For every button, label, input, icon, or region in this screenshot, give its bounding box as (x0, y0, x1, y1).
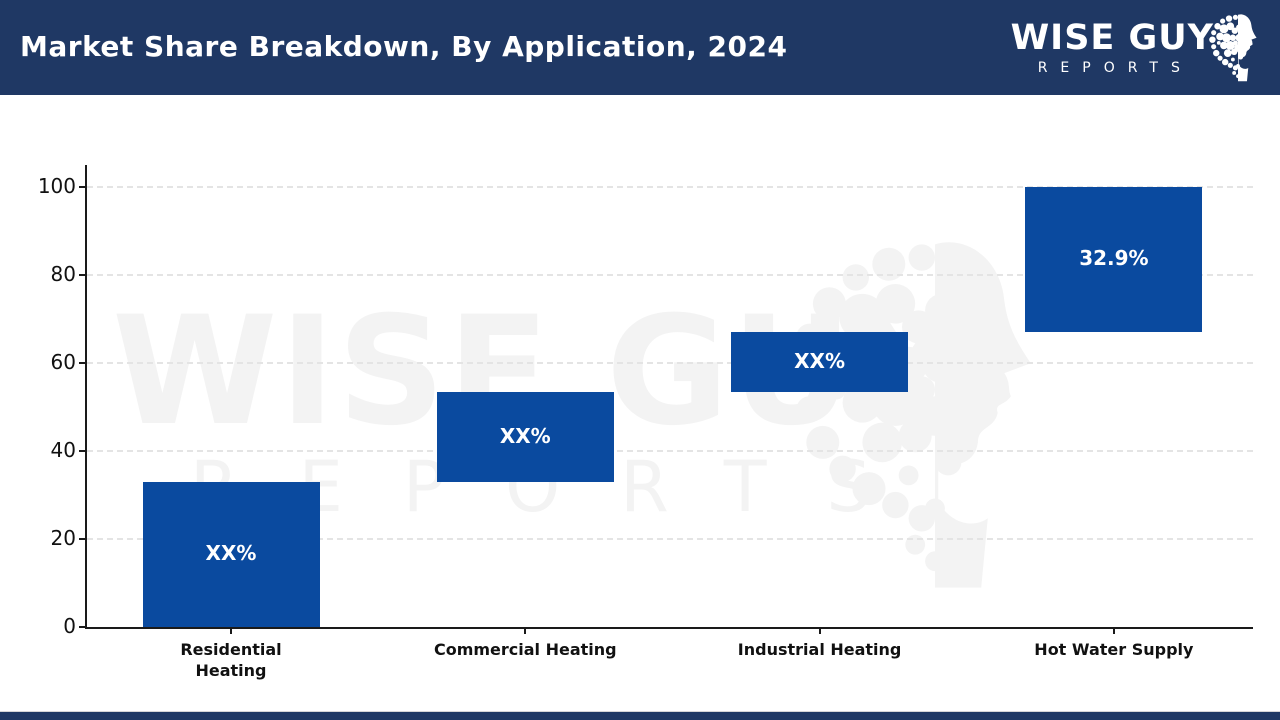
bar-value-label-commercial-heating: XX% (499, 423, 551, 448)
x-tick-label-residential-heating: Residential Heating (180, 640, 282, 680)
footer-bar (0, 711, 1280, 720)
bar-hot-water-supply: 32.9% (1025, 187, 1203, 332)
logo-subtitle: REPORTS (1037, 59, 1193, 76)
gridline-40 (87, 450, 1253, 452)
x-axis (85, 627, 1253, 629)
gridline-80 (87, 274, 1253, 276)
y-tick-40 (79, 450, 87, 452)
x-tick-hot-water-supply (1112, 627, 1115, 634)
x-tick-label-commercial-heating: Commercial Heating (433, 640, 617, 659)
bar-commercial-heating: XX% (436, 392, 614, 482)
y-tick-label-100: 100 (37, 174, 76, 198)
x-tick-label-industrial-heating: Industrial Heating (737, 640, 902, 659)
y-tick-100 (79, 186, 87, 188)
x-tick-residential-heating (230, 627, 232, 634)
bar-value-label-residential-heating: XX% (205, 541, 257, 566)
y-tick-label-40: 40 (50, 438, 76, 462)
y-tick-label-20: 20 (50, 526, 76, 550)
wiseguy-logo: WISE GUY REPORTS (1011, 8, 1270, 88)
x-tick-label-hot-water-supply: Hot Water Supply (1034, 640, 1194, 659)
y-tick-60 (79, 362, 87, 364)
y-tick-label-0: 0 (63, 614, 76, 638)
y-tick-label-80: 80 (50, 262, 76, 286)
y-axis (85, 165, 87, 629)
page-title: Market Share Breakdown, By Application, … (20, 30, 788, 64)
y-tick-80 (79, 274, 87, 276)
bar-value-label-industrial-heating: XX% (794, 348, 846, 373)
gridline-20 (87, 538, 1253, 540)
header-bar: Market Share Breakdown, By Application, … (0, 0, 1280, 95)
logo-face-icon (1209, 13, 1257, 81)
gridline-100 (87, 186, 1253, 188)
x-tick-commercial-heating (524, 627, 527, 634)
logo-wordmark: WISE GUY (1010, 17, 1214, 58)
logo-text: WISE GUY REPORTS (1010, 17, 1214, 76)
bar-industrial-heating: XX% (731, 331, 909, 393)
y-tick-20 (79, 538, 87, 540)
bar-residential-heating: XX% (142, 481, 320, 627)
gridline-60 (87, 362, 1253, 364)
bar-value-label-hot-water-supply: 32.9% (1079, 246, 1149, 271)
y-tick-0 (79, 626, 87, 628)
y-tick-label-60: 60 (50, 350, 76, 374)
x-tick-industrial-heating (818, 627, 821, 634)
